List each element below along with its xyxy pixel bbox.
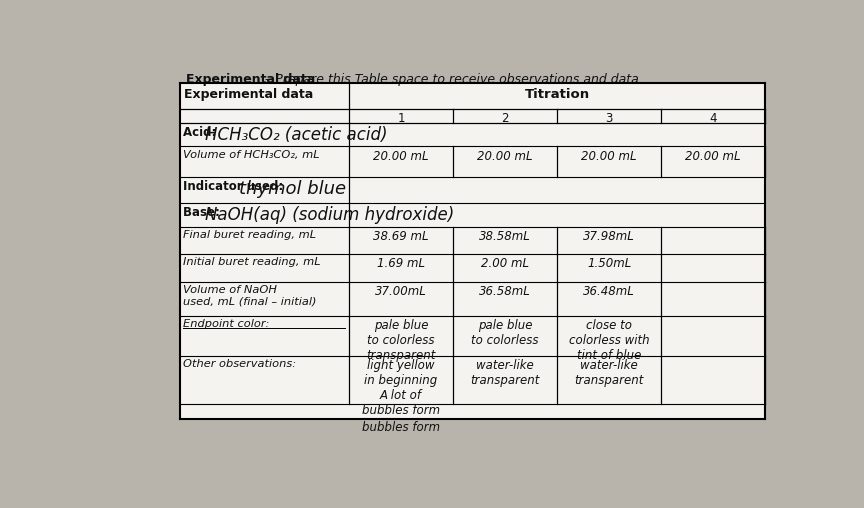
Text: light yellow
in beginning
A lot of
bubbles form: light yellow in beginning A lot of bubbl…: [362, 359, 440, 417]
Text: 38.58mL: 38.58mL: [480, 230, 531, 243]
Text: close to
colorless with
tint of blue: close to colorless with tint of blue: [569, 319, 650, 362]
Text: Volume of NaOH
used, mL (final – initial): Volume of NaOH used, mL (final – initial…: [183, 285, 317, 307]
Text: HCH₃CO₂ (acetic acid): HCH₃CO₂ (acetic acid): [205, 126, 387, 144]
Text: Titration: Titration: [524, 88, 589, 101]
Text: 38.69 mL: 38.69 mL: [373, 230, 429, 243]
Text: thymol blue: thymol blue: [239, 180, 346, 198]
Text: 36.58mL: 36.58mL: [480, 285, 531, 298]
Text: Endpoint color:: Endpoint color:: [183, 319, 270, 329]
Text: Final buret reading, mL: Final buret reading, mL: [183, 230, 316, 240]
Text: Volume of HCH₃CO₂, mL: Volume of HCH₃CO₂, mL: [183, 149, 320, 160]
Text: 4: 4: [709, 112, 717, 125]
Text: 2: 2: [501, 112, 509, 125]
Text: 1.50mL: 1.50mL: [587, 258, 632, 270]
Text: Base:: Base:: [183, 206, 224, 219]
Text: Indicator used:: Indicator used:: [183, 180, 288, 194]
Text: 20.00 mL: 20.00 mL: [477, 149, 533, 163]
Text: 2.00 mL: 2.00 mL: [481, 258, 529, 270]
Bar: [180, 82, 766, 419]
Text: 37.98mL: 37.98mL: [583, 230, 635, 243]
Text: 20.00 mL: 20.00 mL: [685, 149, 741, 163]
Text: Experimental data: Experimental data: [186, 73, 314, 85]
Text: Initial buret reading, mL: Initial buret reading, mL: [183, 258, 321, 267]
Text: Other observations:: Other observations:: [183, 359, 296, 369]
Text: bubbles form: bubbles form: [362, 421, 440, 434]
Text: – Prepare this Table space to receive observations and data.: – Prepare this Table space to receive ob…: [262, 73, 643, 85]
Text: pale blue
to colorless
transparent: pale blue to colorless transparent: [366, 319, 435, 362]
Text: 37.00mL: 37.00mL: [375, 285, 427, 298]
Text: Acid:: Acid:: [183, 126, 220, 139]
Text: 36.48mL: 36.48mL: [583, 285, 635, 298]
Text: Experimental data: Experimental data: [184, 88, 313, 101]
Text: 3: 3: [606, 112, 613, 125]
Text: NaOH(aq) (sodium hydroxide): NaOH(aq) (sodium hydroxide): [205, 206, 454, 225]
Text: pale blue
to colorless: pale blue to colorless: [472, 319, 539, 347]
Text: water-like
transparent: water-like transparent: [470, 359, 540, 387]
Text: 1: 1: [397, 112, 405, 125]
Text: 20.00 mL: 20.00 mL: [373, 149, 429, 163]
Text: water-like
transparent: water-like transparent: [575, 359, 644, 387]
Text: 20.00 mL: 20.00 mL: [581, 149, 637, 163]
Text: 1.69 mL: 1.69 mL: [377, 258, 425, 270]
